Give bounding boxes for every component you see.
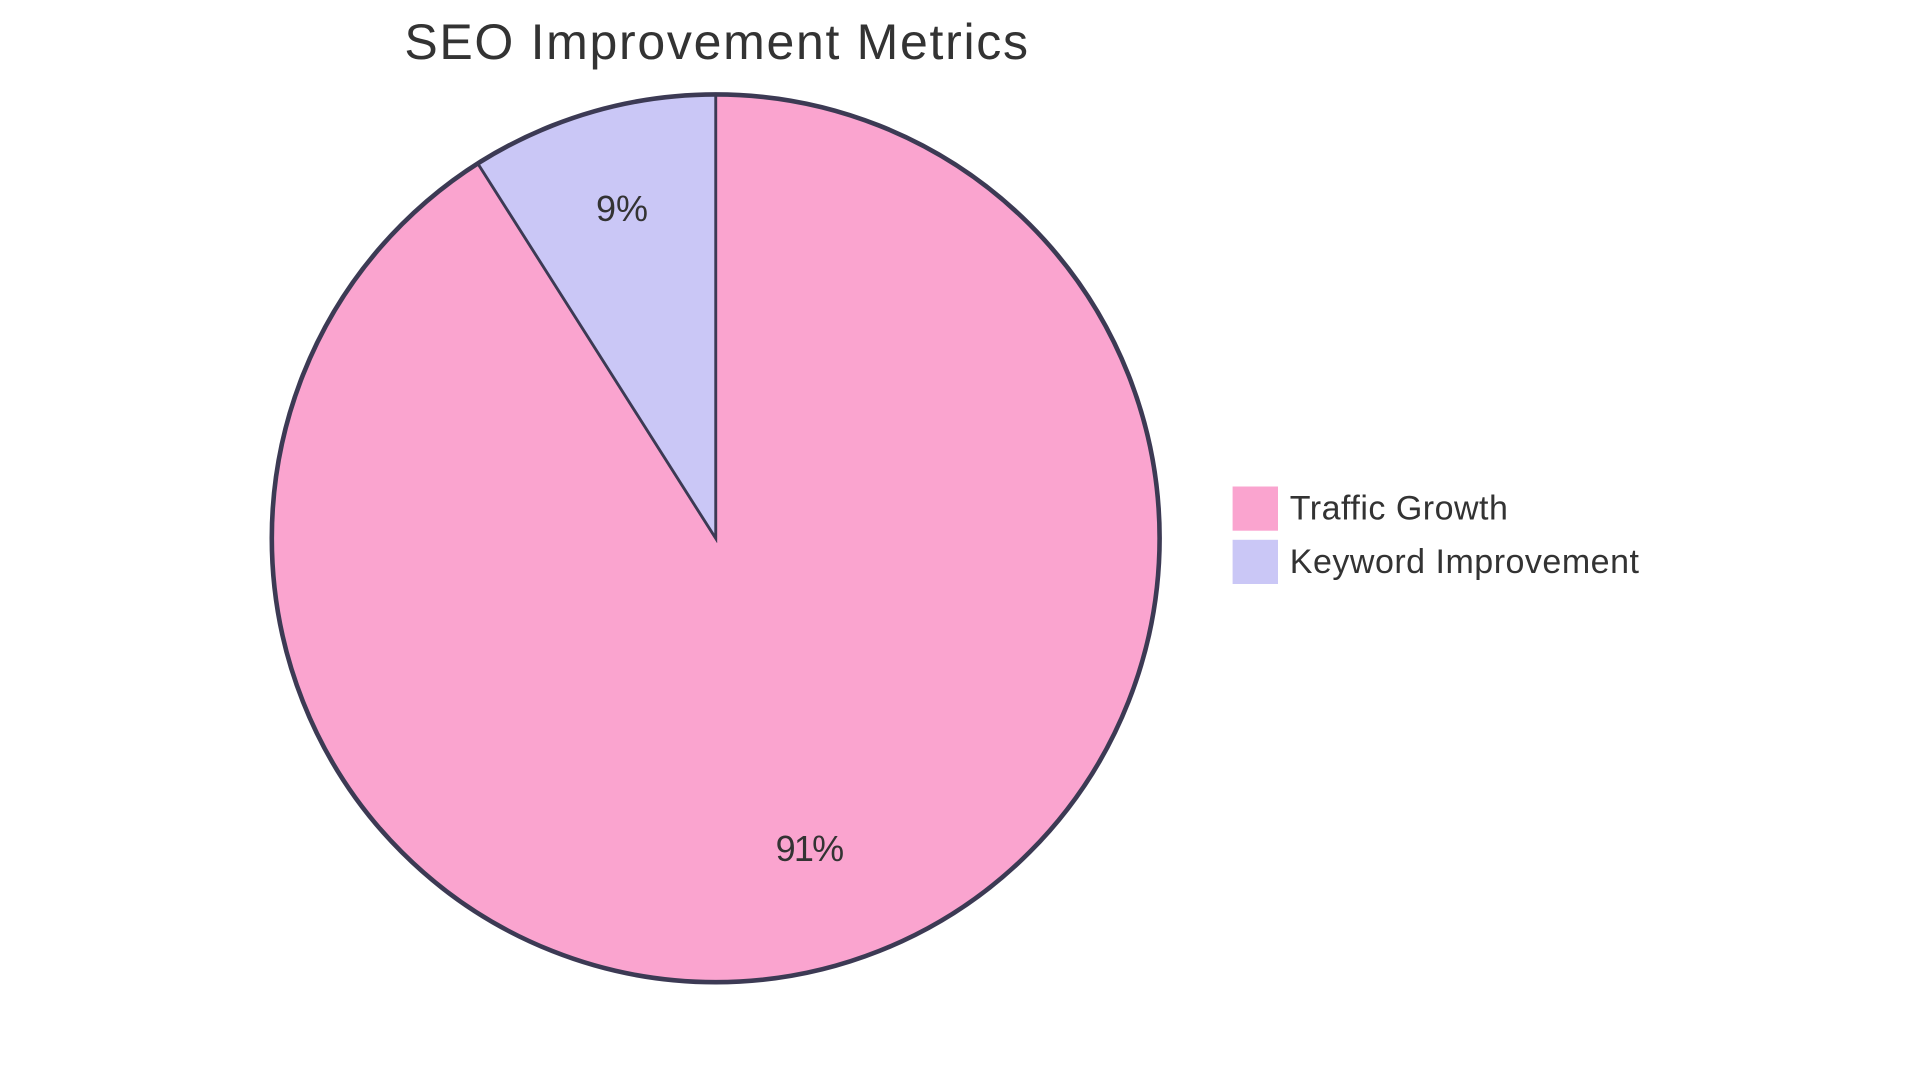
svg-text:SEO Improvement Metrics: SEO Improvement Metrics: [404, 14, 1029, 70]
svg-text:Keyword Improvement: Keyword Improvement: [1290, 543, 1640, 581]
svg-text:91%: 91%: [776, 828, 843, 869]
svg-text:Traffic Growth: Traffic Growth: [1290, 490, 1509, 528]
svg-text:9%: 9%: [596, 188, 648, 229]
